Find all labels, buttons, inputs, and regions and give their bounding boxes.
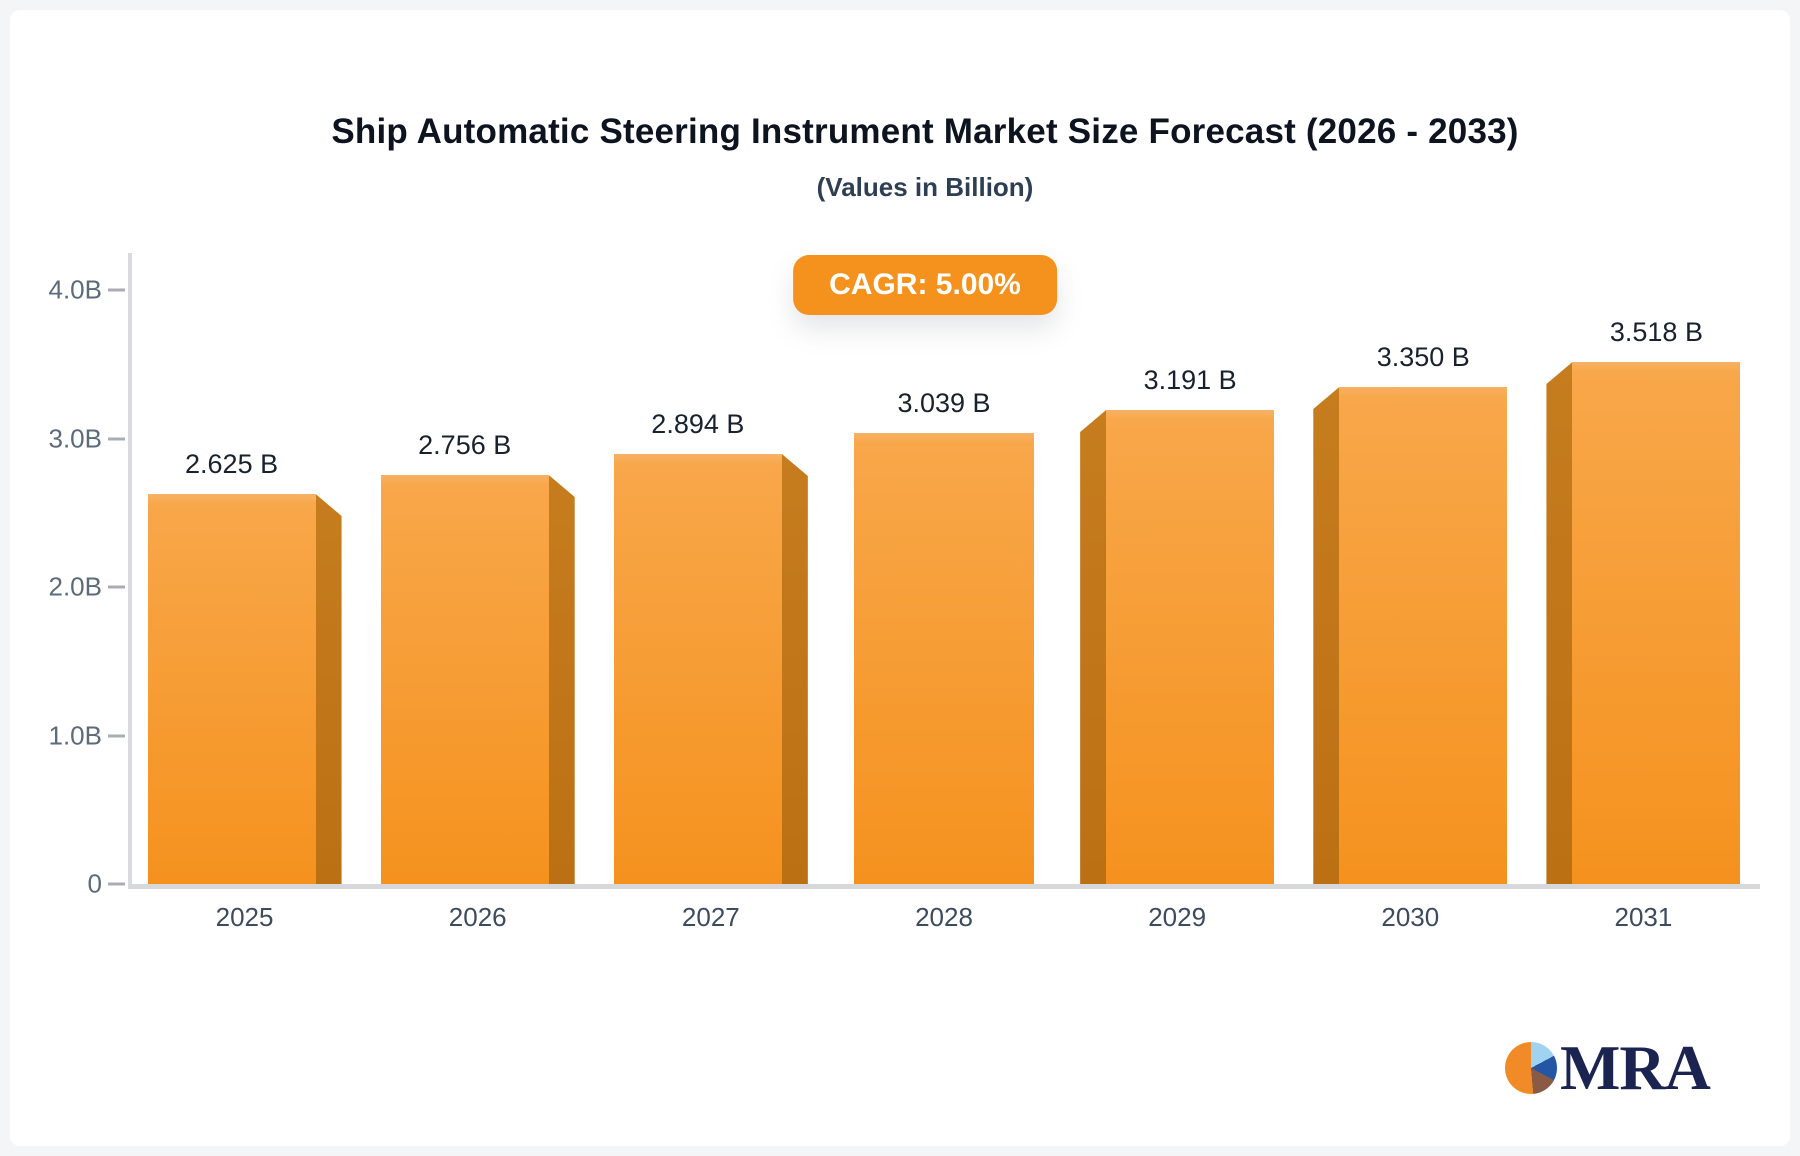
bar-3d-side-face [1080,410,1107,884]
bar-2026[interactable] [380,475,575,884]
bar-value-label: 3.518 B [1609,317,1703,347]
bar-3d-side-face [1313,387,1340,884]
bar-front-face [613,454,782,884]
y-tick-label: 3.0B [48,423,103,453]
bar-value-label: 3.350 B [1376,342,1470,372]
bar-3d-side-face [781,454,808,884]
y-tick-mark [108,882,125,886]
y-tick-mark [108,437,125,440]
y-tick-label: 0 [87,868,102,899]
pie-chart-logo-icon [1505,1042,1557,1094]
x-tick-label: 2027 [681,902,740,932]
y-tick-label: 2.0B [48,571,103,602]
y-tick-label: 4.0B [48,274,103,305]
y-tick-mark [108,585,125,589]
x-tick-label: 2025 [215,902,274,932]
bar-2028[interactable] [854,433,1034,884]
cagr-badge: CAGR: 5.00% [793,255,1057,315]
bar-2025[interactable] [147,494,342,884]
x-tick-label: 2031 [1614,902,1673,932]
mra-logo: MRA [1505,1032,1711,1103]
bar-2030[interactable] [1313,387,1508,884]
bar-value-label: 2.894 B [651,409,745,439]
bar-2027[interactable] [613,454,808,884]
bar-2031[interactable] [1546,362,1741,884]
chart-title: Ship Automatic Steering Instrument Marke… [331,112,1519,151]
logo-text: MRA [1560,1032,1711,1103]
y-tick-mark [108,734,125,737]
x-tick-label: 2026 [448,902,507,932]
x-tick-label: 2029 [1148,902,1207,932]
bar-front-face [854,433,1034,884]
x-axis-line [128,884,1760,889]
bar-value-label: 2.756 B [418,430,512,460]
bar-front-face [1339,387,1508,884]
y-tick-label: 1.0B [48,720,103,750]
bar-value-label: 3.191 B [1143,365,1237,395]
x-tick-label: 2028 [915,902,973,932]
bar-2029[interactable] [1080,410,1275,884]
bar-front-face [147,494,316,884]
bar-3d-side-face [548,475,575,884]
y-tick-mark [108,288,125,292]
bar-front-face [380,475,549,884]
bar-front-face [1106,410,1275,884]
bar-front-face [1572,362,1741,884]
bar-3d-side-face [1546,362,1573,884]
x-tick-label: 2030 [1381,902,1440,932]
bar-3d-side-face [315,494,342,884]
y-axis-line [128,253,132,889]
bar-value-label: 3.039 B [897,388,991,418]
bar-value-label: 2.625 B [185,449,279,479]
chart-subtitle: (Values in Billion) [816,172,1034,202]
